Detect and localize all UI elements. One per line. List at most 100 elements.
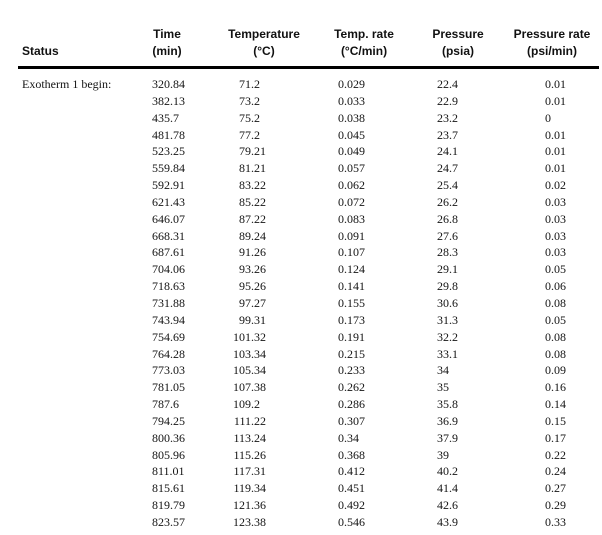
cell-time: 754.69 [152,329,185,344]
cell-temp-rate: 0.34 [338,430,359,445]
cell-pressure: 36.9 [437,413,458,428]
cell-temp-rate: 0.072 [338,194,365,209]
cell-temperature-frac: .38 [251,514,266,529]
table-row: 718.63 95.26 0.141 29.8 0.06 [0,278,602,295]
cell-pressure: 29.8 [437,279,458,294]
cell-temp-rate: 0.038 [338,110,365,125]
cell-temperature: 109.2 [233,396,260,413]
table-row: 646.07 87.22 0.083 26.8 0.03 [0,211,602,228]
header-rule [18,66,599,69]
cell-temp-rate: 0.286 [338,397,365,412]
cell-temperature-int: 73 [239,93,251,108]
cell-temperature-int: 101 [233,329,251,344]
table-row: 787.6 109.2 0.286 35.8 0.14 [0,396,602,413]
cell-pressure: 33.1 [437,346,458,361]
column-header-pressure-line1: Pressure [432,27,484,41]
cell-temperature-frac: .22 [251,194,266,209]
cell-pressure-rate: 0.03 [545,228,566,243]
cell-time: 773.03 [152,363,185,378]
cell-temperature: 77.2 [233,127,260,144]
cell-temp-rate: 0.233 [338,363,365,378]
table-row: 819.79 121.36 0.492 42.6 0.29 [0,497,602,514]
cell-time: 592.91 [152,178,185,193]
column-header-pressure: Pressure (psia) [393,26,523,59]
cell-temperature-frac: .21 [251,144,266,159]
cell-pressure: 37.9 [437,430,458,445]
cell-pressure-rate: 0.16 [545,380,566,395]
cell-temperature: 81.21 [233,160,266,177]
cell-pressure: 26.2 [437,194,458,209]
cell-pressure: 34 [437,363,449,378]
cell-pressure: 27.6 [437,228,458,243]
cell-temperature-frac: .24 [251,228,266,243]
cell-temperature: 111.22 [233,413,266,430]
table-row: 435.7 75.2 0.038 23.2 0 [0,110,602,127]
cell-pressure: 23.7 [437,127,458,142]
cell-time: 435.7 [152,110,179,125]
cell-temperature-int: 87 [239,211,251,226]
cell-temperature: 117.31 [233,463,266,480]
cell-temperature-int: 105 [233,363,251,378]
cell-time: 800.36 [152,430,185,445]
cell-temperature: 113.24 [233,430,266,447]
cell-temperature-int: 81 [239,161,251,176]
cell-time: 481.78 [152,127,185,142]
cell-temp-rate: 0.307 [338,413,365,428]
cell-temperature: 101.32 [233,329,266,346]
cell-pressure-rate: 0.08 [545,346,566,361]
cell-pressure: 22.4 [437,77,458,91]
cell-temperature: 87.22 [233,211,266,228]
cell-time: 815.61 [152,481,185,496]
cell-temperature-frac: .21 [251,161,266,176]
cell-temperature-frac: .31 [251,312,266,327]
cell-temperature-frac: .32 [251,329,266,344]
cell-pressure: 30.6 [437,295,458,310]
table-row: 823.57 123.38 0.546 43.9 0.33 [0,514,602,531]
cell-pressure-rate: 0.27 [545,481,566,496]
cell-temperature-int: 85 [239,194,251,209]
table-row: 382.13 73.2 0.033 22.9 0.01 [0,93,602,110]
cell-temperature-frac: .24 [251,430,266,445]
cell-temperature: 105.34 [233,362,266,379]
cell-pressure-rate: 0.05 [545,312,566,327]
cell-pressure-rate: 0.22 [545,447,566,462]
cell-temperature: 123.38 [233,514,266,531]
column-header-time-line1: Time [153,27,181,41]
cell-temperature-int: 97 [239,295,251,310]
cell-time: 781.05 [152,380,185,395]
cell-temperature: 119.34 [233,480,266,497]
cell-temperature-frac: .2 [251,93,260,108]
column-header-status: Status [22,43,59,58]
cell-time: 764.28 [152,346,185,361]
cell-time: 320.84 [152,77,185,91]
table-row: 668.31 89.24 0.091 27.6 0.03 [0,228,602,245]
cell-pressure-rate: 0.01 [545,127,566,142]
cell-temperature-frac: .36 [251,498,266,513]
cell-temperature-frac: .22 [251,413,266,428]
cell-temperature-int: 83 [239,178,251,193]
cell-time: 794.25 [152,413,185,428]
cell-temperature: 99.31 [233,312,266,329]
cell-temp-rate: 0.215 [338,346,365,361]
cell-pressure-rate: 0.15 [545,413,566,428]
cell-temperature: 71.2 [233,76,260,93]
column-header-time-line2: (min) [152,43,182,58]
table-row: 731.88 97.27 0.155 30.6 0.08 [0,295,602,312]
cell-temp-rate: 0.451 [338,481,365,496]
table-row: 754.69 101.32 0.191 32.2 0.08 [0,329,602,346]
cell-pressure: 25.4 [437,178,458,193]
cell-temperature-int: 79 [239,144,251,159]
cell-temperature: 85.22 [233,194,266,211]
cell-status: Exotherm 1 begin: [22,77,112,91]
column-header-temp-rate-line1: Temp. rate [334,27,394,41]
cell-temp-rate: 0.368 [338,447,365,462]
table-row: 800.36 113.24 0.34 37.9 0.17 [0,430,602,447]
cell-temperature: 89.24 [233,228,266,245]
cell-temperature-int: 103 [233,346,251,361]
cell-temp-rate: 0.107 [338,245,365,260]
cell-pressure-rate: 0.03 [545,194,566,209]
cell-temperature-int: 91 [239,245,251,260]
cell-temperature-frac: .34 [251,346,266,361]
cell-pressure: 26.8 [437,211,458,226]
cell-temperature-int: 121 [233,498,251,513]
